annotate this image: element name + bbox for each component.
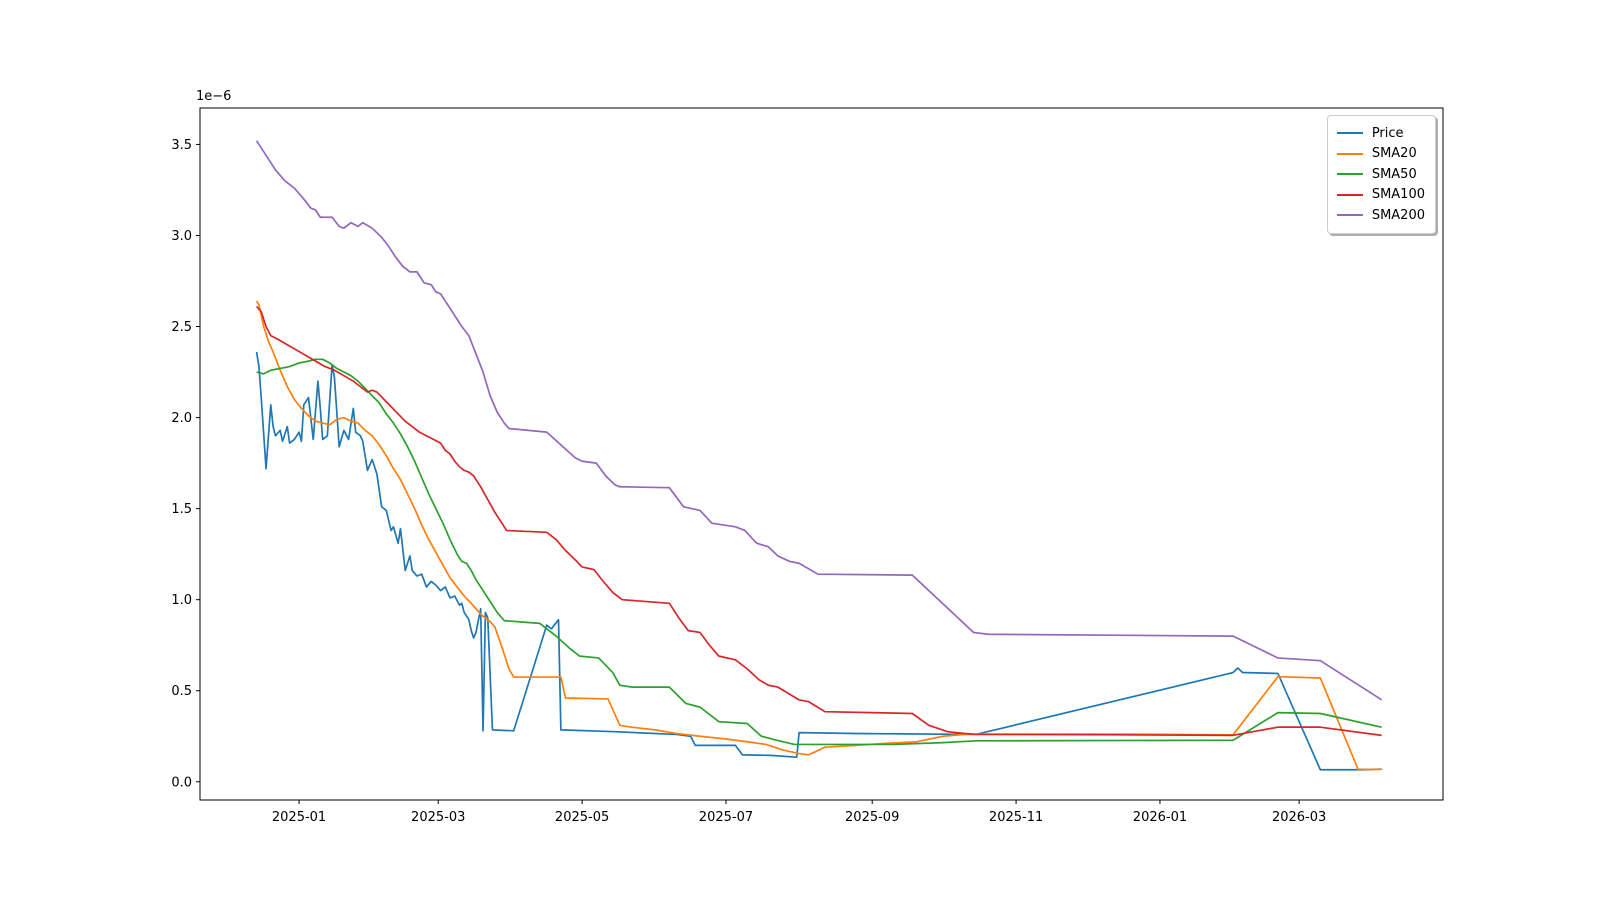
y-axis-offset-text: 1e−6 [196, 89, 231, 104]
legend: Price SMA20 SMA50 SMA100 SMA200 [1326, 115, 1436, 234]
x-tick-label: 2025-03 [411, 810, 465, 825]
y-tick-label: 2.5 [171, 320, 192, 335]
series-line-sma100 [255, 305, 1382, 737]
series-line-sma200 [255, 140, 1383, 701]
legend-item-price: Price [1336, 123, 1425, 144]
y-tick-label: 1.0 [171, 593, 192, 608]
x-tick-label: 2025-11 [989, 810, 1043, 825]
x-tick-label: 2026-03 [1272, 810, 1326, 825]
x-tick-label: 2025-07 [699, 810, 753, 825]
y-tick-label: 0.0 [171, 775, 192, 790]
legend-label: SMA100 [1371, 187, 1425, 203]
y-tick-label: 3.5 [171, 138, 192, 153]
legend-label: Price [1371, 125, 1404, 141]
legend-line-sample-sma100 [1336, 193, 1363, 196]
legend-line-sample-sma200 [1336, 214, 1363, 217]
legend-line-sample-sma50 [1336, 173, 1363, 176]
legend-line-sample-sma20 [1336, 152, 1363, 155]
x-tick-label: 2025-01 [272, 810, 326, 825]
legend-item-sma50: SMA50 [1336, 164, 1425, 185]
legend-label: SMA50 [1371, 166, 1417, 182]
series-group [255, 140, 1383, 771]
series-line-sma20 [255, 300, 1382, 771]
series-line-price [255, 351, 1382, 771]
y-tick-label: 1.5 [171, 502, 192, 517]
y-tick-label: 2.0 [171, 411, 192, 426]
x-tick-label: 2025-05 [555, 810, 609, 825]
axes-spines [199, 107, 1444, 801]
series-line-sma50 [256, 358, 1382, 746]
legend-label: SMA200 [1371, 207, 1425, 223]
legend-item-sma200: SMA200 [1336, 205, 1425, 226]
legend-label: SMA20 [1371, 146, 1417, 162]
y-tick-label: 0.5 [171, 684, 192, 699]
legend-line-sample-price [1336, 132, 1363, 135]
x-tick-label: 2026-01 [1133, 810, 1187, 825]
legend-item-sma20: SMA20 [1336, 144, 1425, 165]
legend-item-sma100: SMA100 [1336, 185, 1425, 206]
x-tick-label: 2025-09 [845, 810, 899, 825]
y-tick-label: 3.0 [171, 229, 192, 244]
